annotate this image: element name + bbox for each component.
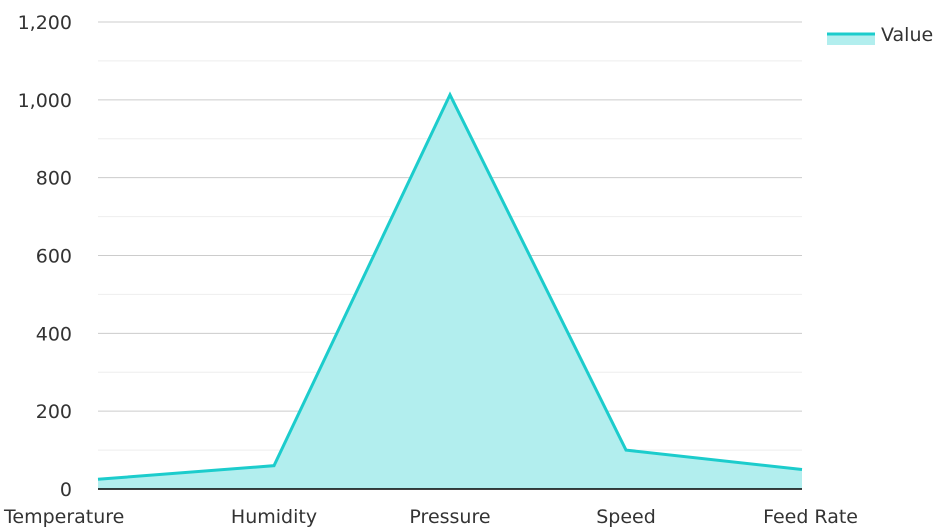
x-tick-label: Humidity [231,506,317,528]
legend[interactable]: Value [827,24,933,46]
y-tick-label: 1,000 [18,90,72,112]
y-tick-label: 1,200 [18,12,72,34]
x-tick-label: Pressure [409,506,490,528]
legend-label: Value [881,24,933,46]
y-tick-label: 800 [36,168,72,190]
series-line [97,91,803,481]
y-tick-label: 600 [36,246,72,268]
series-area-fill [98,94,802,489]
x-axis-tick-labels: Temperature Humidity Pressure Speed Feed Rat… [3,506,858,528]
x-tick-label: Speed [596,506,656,528]
y-axis-tick-labels: 0 200 400 600 800 1,000 1,200 [18,12,72,501]
x-tick-label: Feed Rate [763,506,858,528]
x-tick-label: Temperature [3,506,124,528]
series-area [97,91,803,489]
y-tick-label: 0 [60,479,72,501]
legend-swatch-fill [827,34,875,45]
y-tick-label: 200 [36,401,72,423]
y-tick-label: 400 [36,323,72,345]
